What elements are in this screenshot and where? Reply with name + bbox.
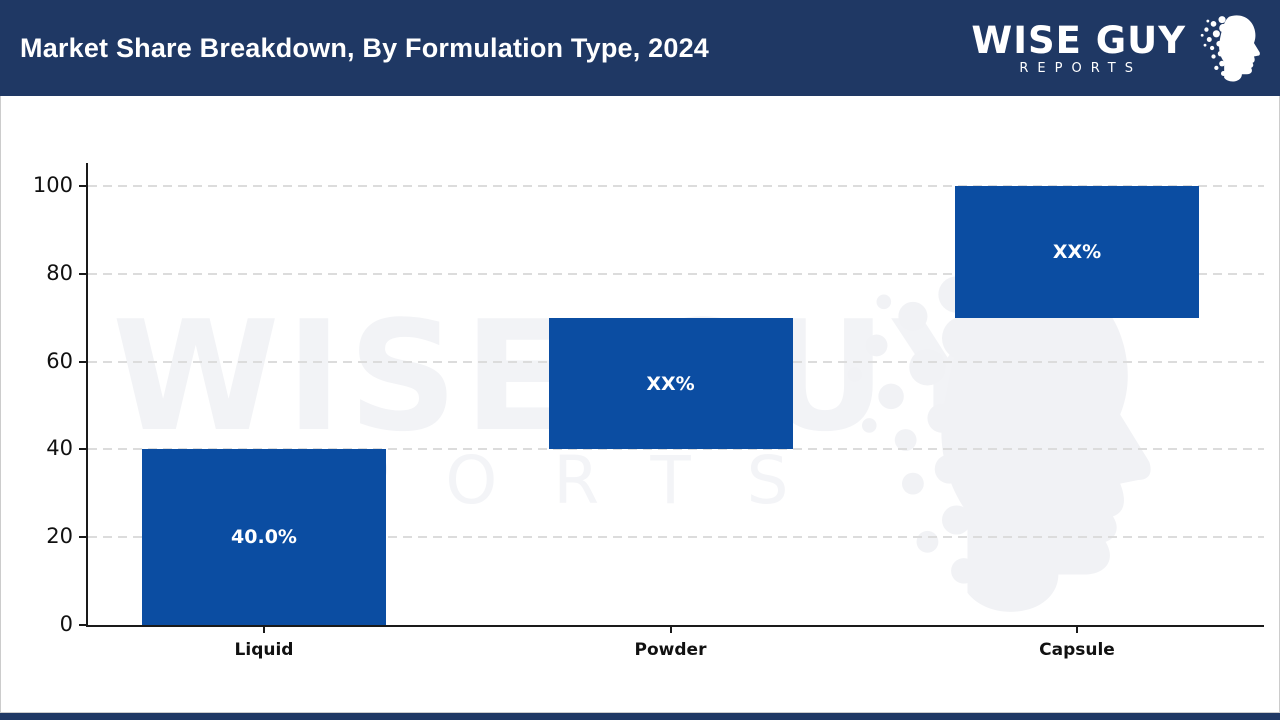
y-tick-label: 60 (46, 348, 73, 373)
y-tick-80 (79, 272, 86, 275)
bar-liquid: 40.0% (142, 449, 386, 625)
logo-reports-text: REPORTS (1019, 60, 1142, 76)
footer-bar (0, 713, 1280, 720)
bar-value-label: XX% (646, 372, 695, 395)
wiseguy-logo: WISE GUY REPORTS (971, 6, 1266, 90)
logo-head-icon (1200, 15, 1260, 82)
logo-wiseguy-text: WISE GUY (971, 18, 1186, 62)
x-category-label: Liquid (234, 640, 294, 660)
bar-powder: XX% (548, 317, 793, 450)
y-tick-label: 0 (59, 612, 73, 636)
y-tick-label: 20 (46, 524, 73, 549)
x-tick-powder (669, 627, 672, 633)
left-border (0, 96, 1, 713)
footer-divider (0, 712, 1280, 713)
x-category-label: Powder (634, 640, 707, 660)
gridline-80 (88, 272, 1264, 275)
gridline-40 (88, 448, 1264, 451)
y-tick-20 (79, 536, 86, 539)
gridline-20 (88, 536, 1264, 539)
y-tick-100 (79, 185, 86, 187)
y-tick-60 (79, 360, 86, 363)
bar-value-label: XX% (1052, 240, 1102, 263)
gridline-100 (88, 185, 1264, 187)
bar-capsule: XX% (955, 186, 1199, 318)
y-tick-label: 80 (46, 260, 73, 285)
y-tick-label: 40 (46, 436, 73, 461)
chart-title: Market Share Breakdown, By Formulation T… (20, 32, 710, 63)
x-axis-spine (86, 625, 1264, 627)
y-axis-spine (86, 163, 88, 627)
x-category-label: Capsule (1039, 640, 1115, 660)
y-tick-40 (79, 448, 86, 451)
x-tick-liquid (263, 627, 265, 633)
header: Market Share Breakdown, By Formulation T… (0, 0, 1280, 96)
y-tick-label: 100 (32, 173, 73, 197)
x-tick-capsule (1076, 627, 1078, 633)
y-tick-0 (79, 624, 86, 626)
bar-value-label: 40.0% (231, 526, 297, 549)
